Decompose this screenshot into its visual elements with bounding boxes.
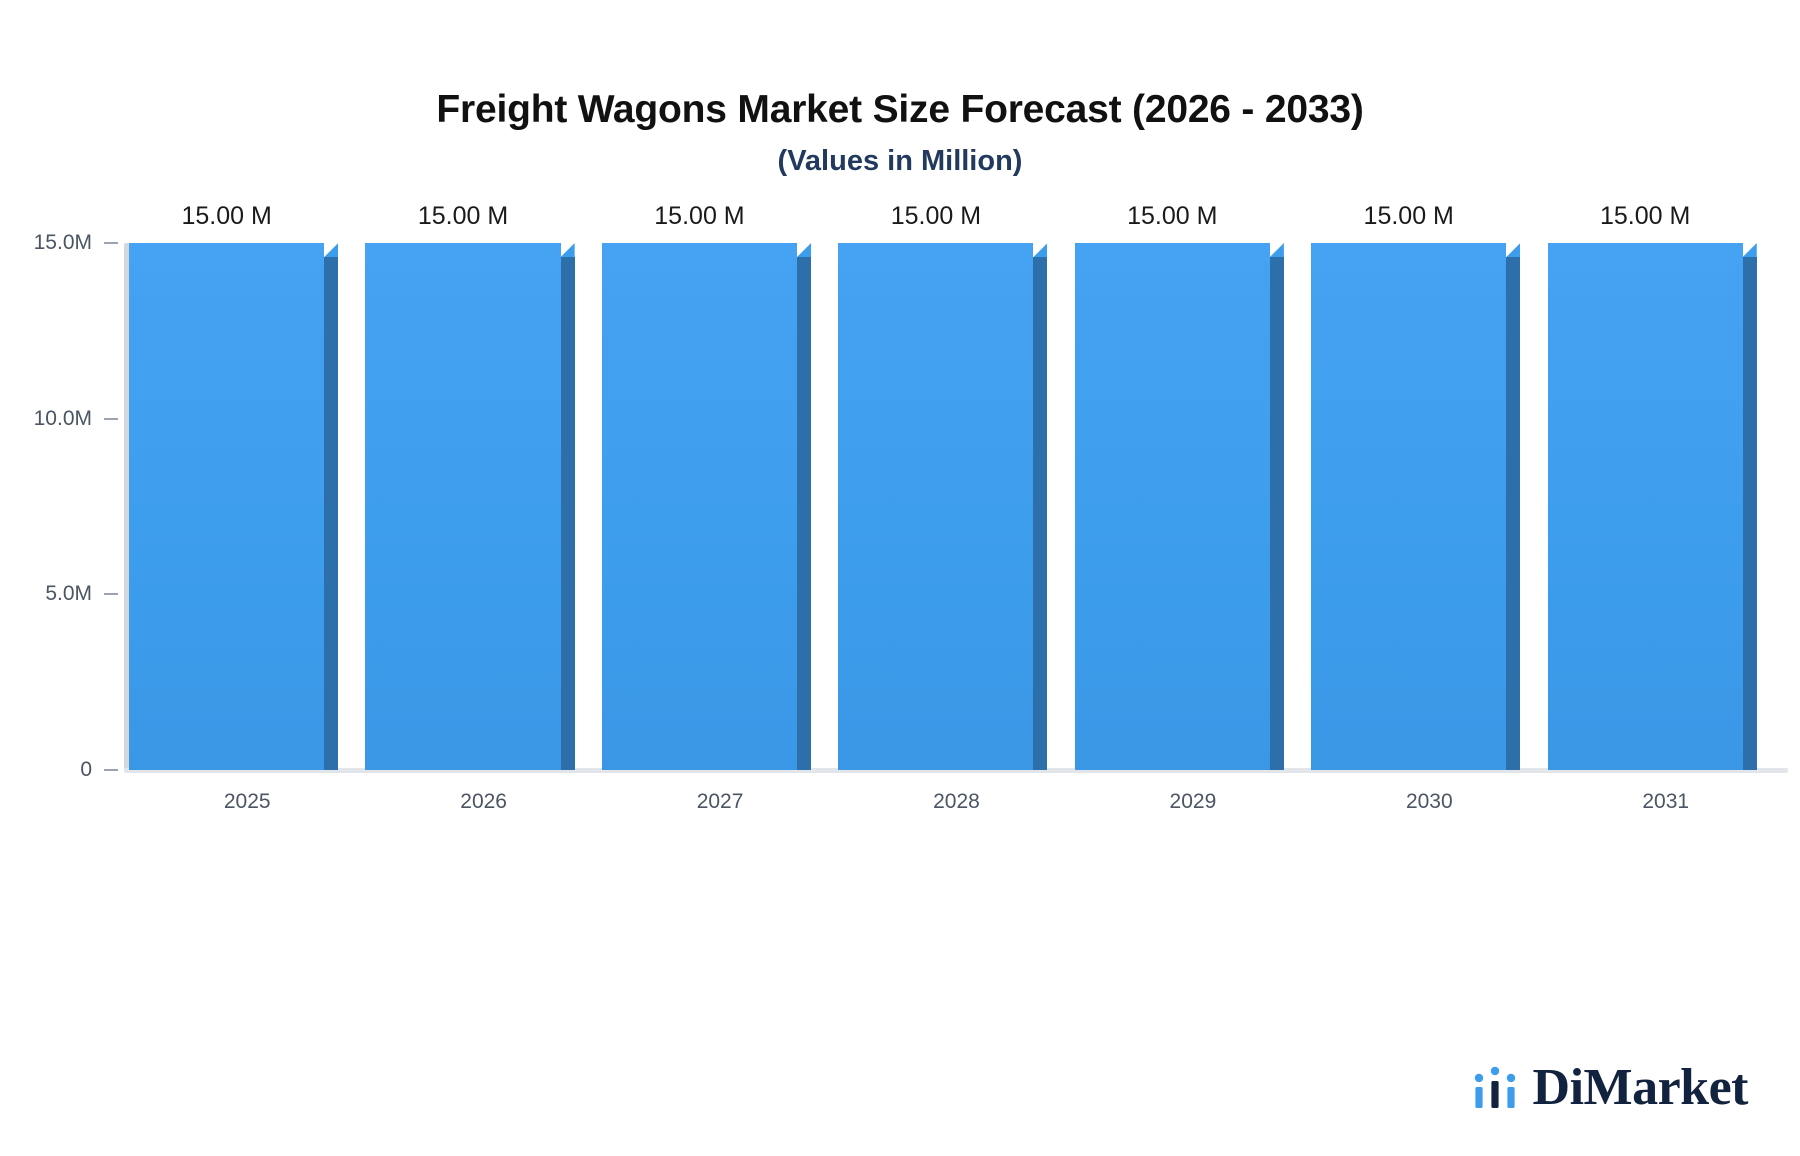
bar[interactable]: 15.00 M <box>601 202 812 770</box>
bar-slot: 15.00 M <box>1311 202 1547 770</box>
x-axis-tick-label: 2027 <box>696 790 744 813</box>
bar-side-face <box>560 257 575 770</box>
brand-logo: DiMarket <box>1473 1059 1749 1116</box>
bar-value-label: 15.00 M <box>1599 202 1691 230</box>
bar-value-label: 15.00 M <box>654 202 745 230</box>
bar-slot: 15.00 M <box>601 202 838 770</box>
x-axis-label-slot: 2031 <box>1548 790 1784 814</box>
bar[interactable]: 15.00 M <box>1547 202 1757 770</box>
bar-side-face <box>1742 257 1757 770</box>
x-axis-label-slot: 2030 <box>1311 790 1547 814</box>
x-axis-label-slot: 2027 <box>602 790 838 814</box>
x-axis-baseline <box>124 768 1788 773</box>
x-axis-labels: 2025 2026 2027 2028 2029 2030 2031 <box>129 790 1784 814</box>
bar-top-bevel <box>797 243 812 257</box>
bar-front-face <box>1074 243 1270 770</box>
bar-top-bevel <box>560 243 575 257</box>
y-axis-tick-label: 0 <box>80 758 92 781</box>
y-axis-tick-dash-icon <box>104 769 118 771</box>
bar-value-label: 15.00 M <box>890 202 982 230</box>
bar-side-face <box>797 257 812 770</box>
bar-side-face <box>324 257 339 770</box>
bar[interactable]: 15.00 M <box>365 202 575 770</box>
bar-series: 15.00 M 15.00 M 15.00 M 15.00 M 15.00 M 15.00… <box>129 202 1784 770</box>
bar-slot: 15.00 M <box>129 202 365 770</box>
chart-plot-area: 15.0M 10.0M 5.0M 0 15.00 M 15.00 M 15.00 M… <box>0 202 1800 835</box>
x-axis-label-slot: 2028 <box>838 790 1074 814</box>
y-axis-tick: 0 <box>0 758 118 782</box>
bar-side-face <box>1033 257 1048 770</box>
y-axis-tick-dash-icon <box>104 417 118 420</box>
y-axis-tick-label: 5.0M <box>45 582 92 606</box>
bar-top-bevel <box>1742 243 1757 257</box>
bar-front-face <box>601 243 798 770</box>
bar-front-face <box>129 243 325 770</box>
bar-slot: 15.00 M <box>1547 202 1784 770</box>
y-axis-tick: 5.0M <box>0 582 118 606</box>
bar-slot: 15.00 M <box>365 202 601 770</box>
x-axis-tick-label: 2029 <box>1169 790 1217 813</box>
chart-title: Freight Wagons Market Size Forecast (202… <box>436 88 1364 131</box>
bar-slot: 15.00 M <box>838 202 1074 770</box>
bar-top-bevel <box>1269 243 1284 257</box>
bar-front-face <box>1311 243 1507 770</box>
y-axis-tick: 15.0M <box>0 231 118 255</box>
y-axis-tick-dash-icon <box>104 242 118 244</box>
bar[interactable]: 15.00 M <box>1074 202 1284 770</box>
bar[interactable]: 15.00 M <box>129 202 339 770</box>
x-axis-label-slot: 2029 <box>1075 790 1311 814</box>
bar[interactable]: 15.00 M <box>1311 202 1521 770</box>
bar-top-bevel <box>324 243 339 257</box>
bar-chart-icon <box>1474 1066 1515 1108</box>
bar-top-bevel <box>1506 243 1521 257</box>
bar-side-face <box>1269 257 1284 770</box>
chart-header: Freight Wagons Market Size Forecast (202… <box>0 88 1800 178</box>
bar-value-label: 15.00 M <box>181 202 272 230</box>
bar-top-bevel <box>1033 243 1048 257</box>
x-axis-label-slot: 2025 <box>129 790 365 814</box>
y-axis-line <box>124 243 129 770</box>
bar-front-face <box>838 243 1034 770</box>
x-axis-label-slot: 2026 <box>365 790 601 814</box>
bar[interactable]: 15.00 M <box>838 202 1048 770</box>
y-axis-tick-label: 10.0M <box>33 406 92 430</box>
y-axis-tick-dash-icon <box>104 593 118 596</box>
bar-value-label: 15.00 M <box>417 202 509 230</box>
x-axis-tick-label: 2028 <box>933 790 980 813</box>
bar-slot: 15.00 M <box>1074 202 1311 770</box>
x-axis-tick-label: 2026 <box>460 790 507 813</box>
brand-logo-text: DiMarket <box>1532 1059 1749 1116</box>
bar-value-label: 15.00 M <box>1363 202 1454 230</box>
x-axis-tick-label: 2031 <box>1642 790 1690 813</box>
y-axis-tick-label: 15.0M <box>33 231 92 254</box>
x-axis-tick-label: 2025 <box>223 790 271 813</box>
bar-front-face <box>1547 243 1743 770</box>
x-axis-tick-label: 2030 <box>1405 790 1453 813</box>
y-axis-tick: 10.0M <box>0 407 118 431</box>
bar-value-label: 15.00 M <box>1127 202 1218 230</box>
bar-front-face <box>365 243 561 770</box>
bar-side-face <box>1506 257 1521 770</box>
chart-subtitle: (Values in Million) <box>777 144 1023 177</box>
